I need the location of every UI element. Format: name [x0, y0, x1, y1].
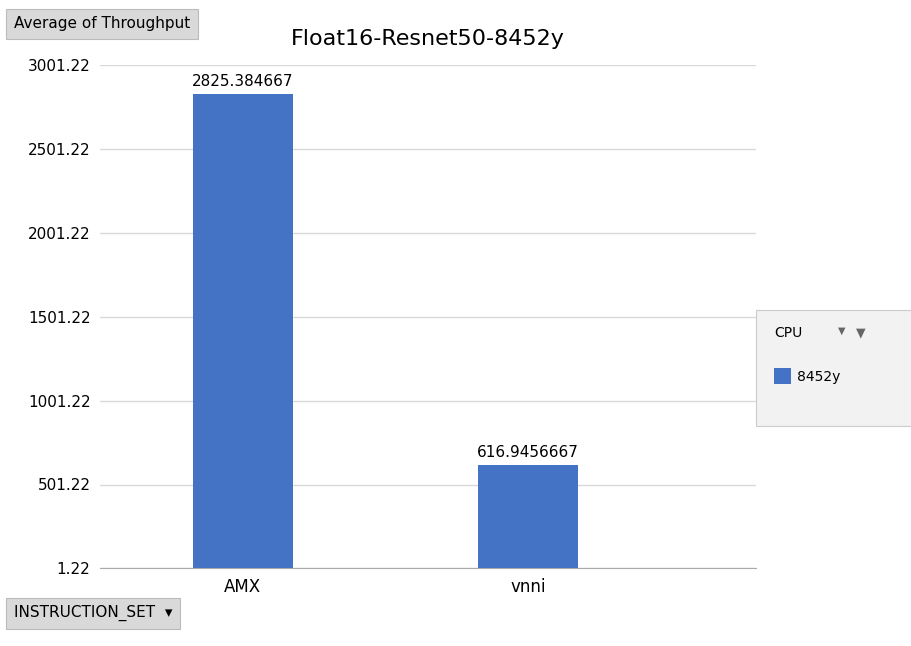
Text: 2825.384667: 2825.384667	[192, 74, 293, 89]
Text: CPU: CPU	[774, 326, 803, 340]
Text: ▼: ▼	[856, 326, 866, 339]
Text: Average of Throughput: Average of Throughput	[14, 16, 189, 31]
Title: Float16-Resnet50-8452y: Float16-Resnet50-8452y	[292, 29, 565, 49]
Text: ▼: ▼	[838, 326, 845, 336]
Text: INSTRUCTION_SET  ▾: INSTRUCTION_SET ▾	[14, 605, 172, 621]
Bar	[193, 94, 292, 568]
Bar	[478, 465, 578, 568]
Text: 616.9456667: 616.9456667	[477, 445, 578, 460]
Text: 8452y: 8452y	[797, 370, 841, 384]
